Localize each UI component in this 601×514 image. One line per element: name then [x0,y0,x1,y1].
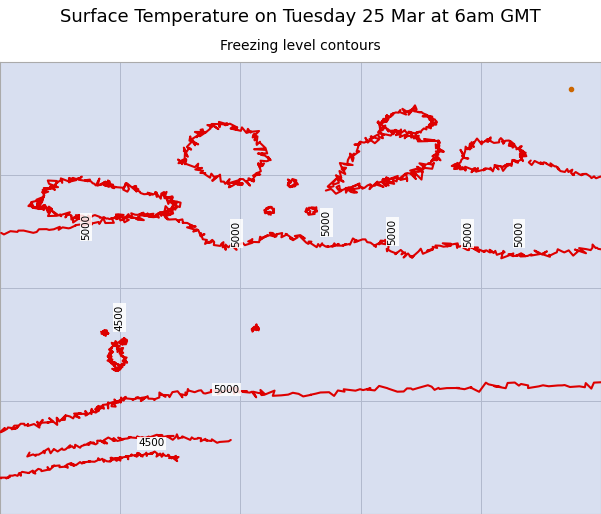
Text: 4500: 4500 [138,438,165,448]
Text: Surface Temperature on Tuesday 25 Mar at 6am GMT: Surface Temperature on Tuesday 25 Mar at… [60,8,541,26]
Text: 5000: 5000 [514,221,524,247]
Text: 5000: 5000 [388,218,398,245]
Text: 5000: 5000 [81,214,91,240]
Text: 5000: 5000 [213,385,239,395]
Text: 4500: 4500 [114,304,124,331]
Text: 5000: 5000 [231,221,242,247]
Text: 5000: 5000 [463,221,473,247]
Text: Freezing level contours: Freezing level contours [220,39,381,53]
Text: 5000: 5000 [322,209,332,235]
